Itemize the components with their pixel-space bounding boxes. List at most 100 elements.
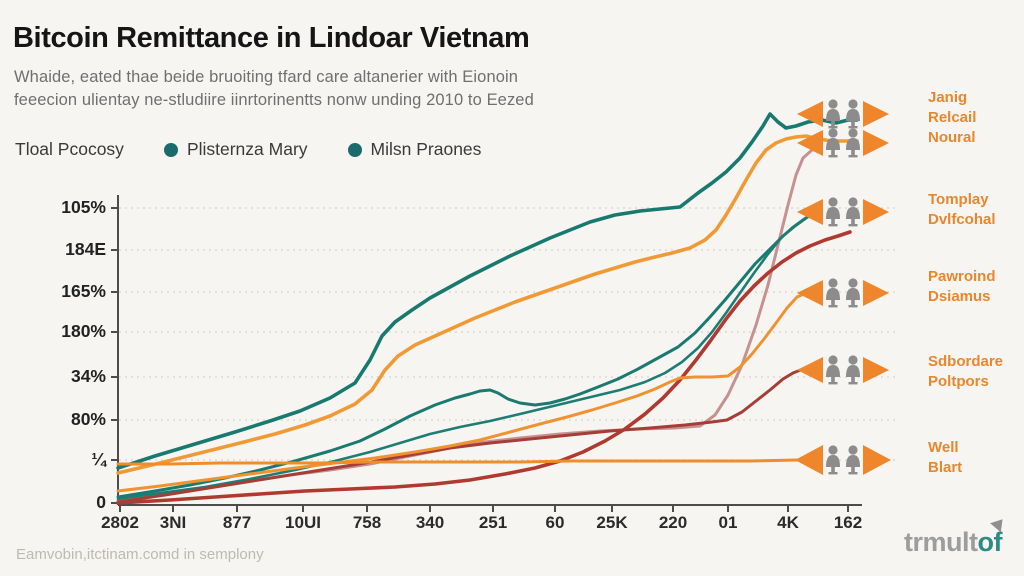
person-icon [848, 224, 858, 227]
x-tick-label: 25K [596, 513, 628, 532]
subtitle-line-2: feeecion ulientay ne-stludiire iinrtorin… [14, 91, 534, 109]
person-icon [826, 288, 840, 300]
person-icon [828, 126, 838, 129]
logo-text-gray: trmult [904, 527, 978, 557]
person-icon [826, 365, 840, 377]
person-icon [828, 99, 838, 109]
annotation-label-line: Dsiamus [928, 288, 991, 305]
legend: Tloal Pcocosy Plisternza Mary Milsn Praone… [15, 139, 521, 160]
x-tick-label: 60 [545, 513, 565, 532]
right-arrow-icon [863, 130, 889, 156]
x-tick-label: 3NI [159, 513, 187, 532]
person-icon [831, 466, 835, 473]
x-tick-label: 10UI [285, 513, 321, 532]
legend-item-label: Plisternza Mary [186, 139, 308, 159]
person-icon [846, 207, 860, 219]
x-tick-label: 220 [658, 513, 688, 532]
brand-logo: trmultof [904, 527, 1002, 558]
left-arrow-icon [797, 130, 823, 156]
person-icon [828, 197, 838, 207]
person-icon [848, 128, 858, 138]
person-icon [831, 299, 835, 306]
person-icon [828, 445, 838, 455]
annotation-label: Pawroind Dsiamus [928, 267, 996, 307]
x-tick-label: 162 [833, 513, 863, 532]
person-icon [851, 218, 855, 225]
x-tick-label: 2802 [101, 513, 139, 532]
annotation-label-line: Poltpors [928, 373, 989, 390]
annotation-label-line: Tomplay [928, 191, 989, 208]
person-icon [848, 99, 858, 109]
person-icon [851, 376, 855, 383]
y-tick-label: 34% [70, 366, 106, 386]
person-icon [831, 218, 835, 225]
right-arrow-icon [863, 199, 889, 225]
person-icon [826, 207, 840, 219]
legend-item-label: Tloal Pcocosy [15, 139, 124, 159]
right-arrow-icon [863, 357, 889, 383]
person-icon [848, 472, 858, 475]
annotation-label-line: Pawroind [928, 268, 996, 285]
annotation-label-line: Janig [928, 89, 968, 106]
y-tick-label: 184E [65, 239, 106, 259]
person-icon [846, 288, 860, 300]
series-teal-2 [116, 211, 817, 499]
person-icon [848, 382, 858, 385]
x-tick-label: 01 [718, 513, 738, 532]
right-arrow-icon [863, 445, 891, 475]
legend-dot-icon [163, 142, 178, 157]
person-icon [826, 455, 840, 467]
annotation-label: Well Blart [928, 438, 962, 478]
y-tick-label: 180% [61, 321, 106, 341]
person-icon [831, 376, 835, 383]
annotation-label-line: Well [928, 439, 959, 456]
y-tick-label: 105% [61, 197, 106, 217]
person-icon [846, 365, 860, 377]
legend-item-label: Milsn Praones [370, 139, 482, 159]
annotation-label: Janig Relcail Noural [928, 88, 976, 148]
person-icon [848, 278, 858, 288]
annotation-label: Tomplay Dvlfcohal [928, 190, 996, 230]
person-icon [846, 455, 860, 467]
x-tick-label: 251 [478, 513, 508, 532]
person-icon [828, 224, 838, 227]
y-tick-label: 0 [96, 492, 106, 512]
annotation-label-line: Blart [928, 459, 963, 476]
x-tick-label: 758 [352, 513, 382, 532]
legend-item: Tloal Pcocosy [15, 139, 124, 160]
series-brick-red [116, 230, 852, 505]
person-icon [828, 382, 838, 385]
person-icon [828, 278, 838, 288]
left-arrow-icon [797, 101, 823, 127]
x-tick-label: 877 [222, 513, 252, 532]
series-teal-3 [116, 212, 815, 501]
person-icon [828, 155, 838, 158]
person-icon [826, 109, 840, 121]
page-title: Bitcoin Remittance in Lindoar Vietnam [13, 22, 530, 54]
source-note: Eamvobin,itctinam.comd in semplony [16, 546, 264, 563]
series-dark-red [116, 367, 805, 504]
person-icon [848, 445, 858, 455]
x-tick-label: 340 [415, 513, 445, 532]
person-icon [851, 120, 855, 127]
right-arrow-icon [863, 280, 889, 306]
person-icon [828, 305, 838, 308]
logo-text-teal: of [977, 527, 1003, 557]
person-icon [848, 355, 858, 365]
legend-dot-icon [347, 142, 362, 157]
annotation-label-line: Dvlfcohal [928, 211, 996, 228]
left-arrow-icon [797, 199, 823, 225]
annotation-label: Sdbordare Poltpors [928, 352, 1003, 392]
person-icon [848, 197, 858, 207]
subtitle-line-1: Whaide, eated thae beide bruoiting tfard… [14, 68, 519, 86]
series-orange-main [116, 134, 859, 475]
left-arrow-icon [797, 280, 823, 306]
person-icon [848, 126, 858, 129]
annotation-label-line: Relcail [928, 109, 977, 126]
person-icon [831, 149, 835, 156]
person-icon [826, 138, 840, 150]
person-icon [831, 120, 835, 127]
legend-item: Plisternza Mary [163, 139, 308, 160]
